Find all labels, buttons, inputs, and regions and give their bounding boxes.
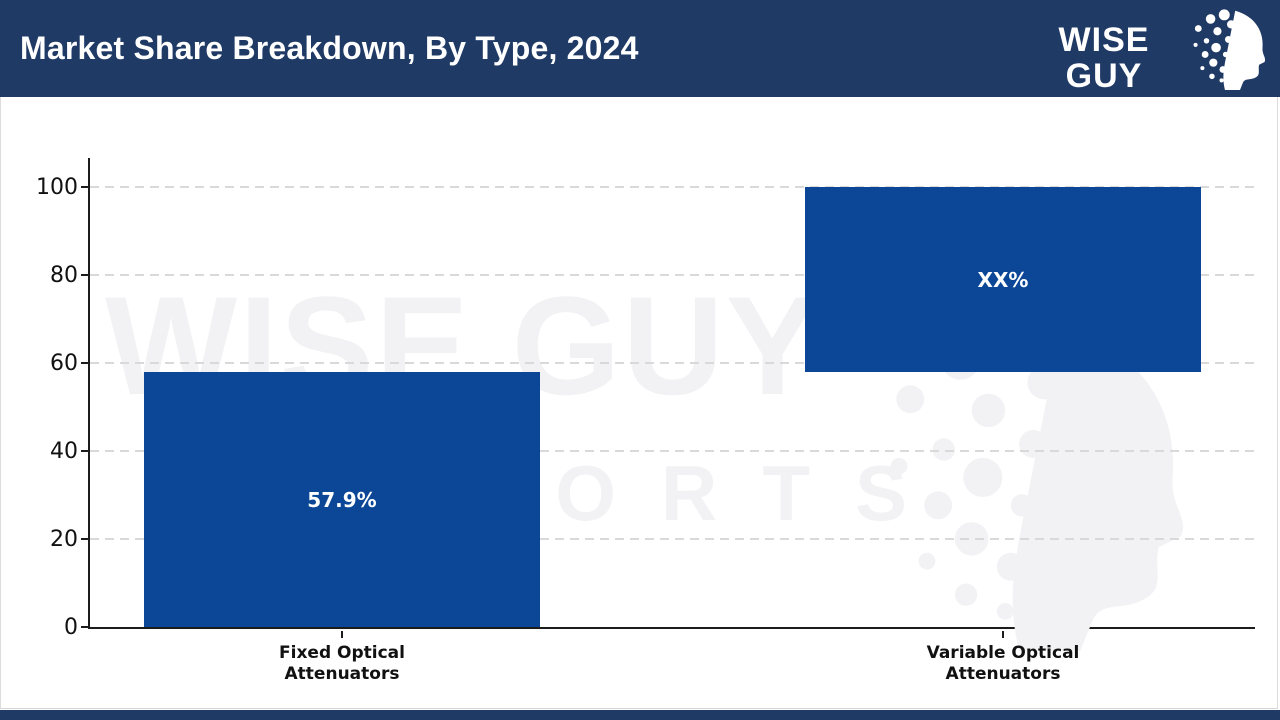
gridline-y80 (90, 274, 1255, 276)
ytick-mark-100 (81, 186, 88, 188)
ytick-label-100: 100 (36, 175, 78, 200)
wiseguy-face-icon (1193, 9, 1266, 90)
ytick-mark-80 (81, 274, 88, 276)
ytick-mark-40 (81, 450, 88, 452)
ytick-label-0: 0 (64, 615, 78, 640)
ytick-mark-0 (81, 626, 88, 628)
bar-value-label-1: 57.9% (307, 487, 377, 512)
footer-bar (0, 710, 1280, 720)
header-band: Market Share Breakdown, By Type, 2024 WI… (0, 0, 1280, 112)
gridline-y60 (90, 362, 1255, 364)
gridline-y100 (90, 186, 1255, 188)
xtick-mark-2 (1002, 631, 1004, 638)
gridline-y20 (90, 538, 1255, 540)
ytick-label-20: 20 (50, 527, 78, 552)
bar-2: XX% (805, 187, 1201, 373)
ytick-label-80: 80 (50, 263, 78, 288)
chart-title: Market Share Breakdown, By Type, 2024 (20, 30, 639, 66)
bar-value-label-2: XX% (977, 267, 1029, 292)
logo-wordmark: WISE GUY (1058, 21, 1150, 95)
wiseguy-logo: WISE GUY REPORTS (1018, 6, 1268, 112)
ytick-label-60: 60 (50, 351, 78, 376)
chart-card: WISE GUY REPORTS 0 20 40 60 80 100 57.9% Fixed … (0, 97, 1278, 709)
xtick-mark-1 (341, 631, 343, 638)
bar-1: 57.9% (144, 372, 540, 627)
category-label-1: Fixed Optical Attenuators (279, 643, 405, 685)
plot-area: WISE GUY REPORTS 0 20 40 60 80 100 57.9% Fixed … (36, 158, 1255, 684)
category-label-2: Variable Optical Attenuators (926, 643, 1080, 685)
ytick-label-40: 40 (50, 439, 78, 464)
ytick-mark-60 (81, 362, 88, 364)
gridline-y40 (90, 450, 1255, 452)
ytick-mark-20 (81, 538, 88, 540)
